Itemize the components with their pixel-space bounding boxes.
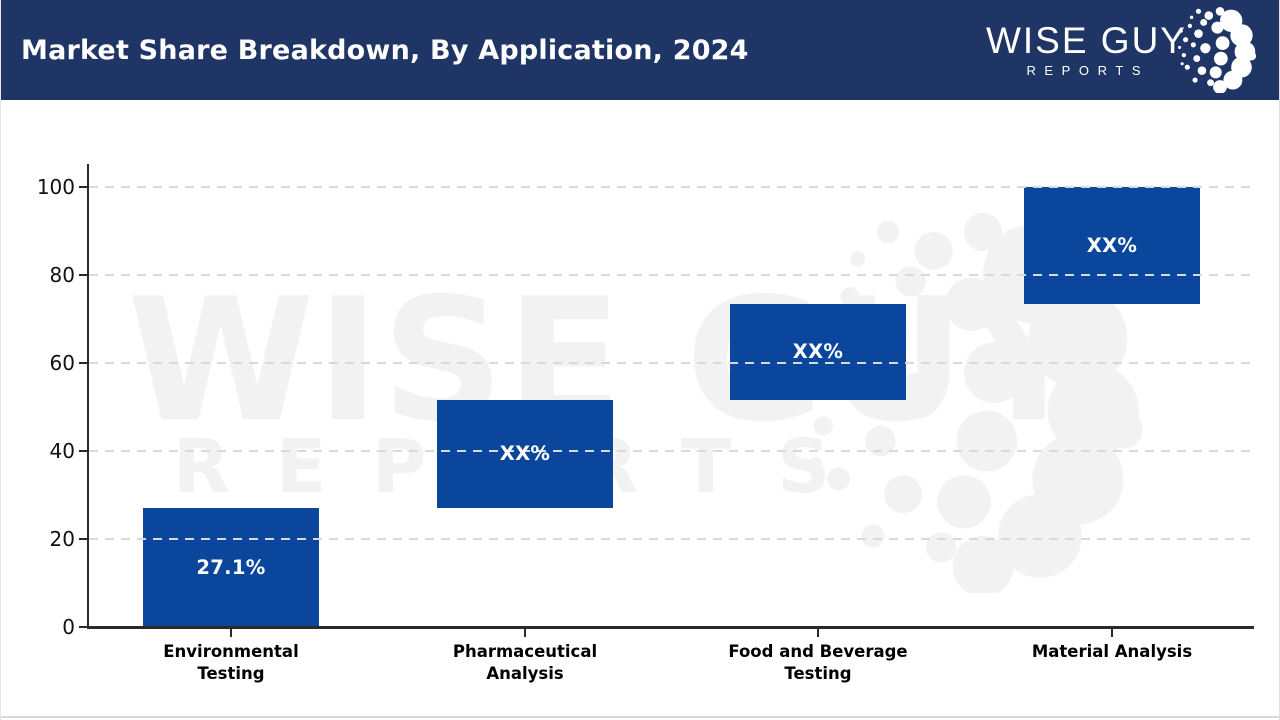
- x-axis-line: [87, 626, 1254, 629]
- x-category-label: Pharmaceutical Analysis: [452, 642, 598, 684]
- logo-text: WISE GUY REPORTS: [986, 22, 1187, 78]
- gridline: [89, 186, 1254, 188]
- y-tick-label: 0: [62, 615, 75, 639]
- y-axis-line: [87, 164, 89, 627]
- y-tick-label: 80: [49, 263, 75, 287]
- y-tick-mark: [79, 450, 87, 452]
- y-tick-label: 100: [36, 175, 75, 199]
- bar-segment: [1024, 187, 1200, 304]
- bar-value-label: XX%: [1086, 233, 1138, 257]
- gridline: [89, 274, 1254, 276]
- y-tick-mark: [79, 626, 87, 628]
- y-tick-label: 20: [49, 527, 75, 551]
- header-bar: Market Share Breakdown, By Application, …: [1, 0, 1279, 100]
- y-tick-label: 60: [49, 351, 75, 375]
- bar-value-label: 27.1%: [196, 555, 266, 579]
- x-category-label: Material Analysis: [1031, 642, 1193, 661]
- y-tick-mark: [79, 274, 87, 276]
- y-tick-mark: [79, 538, 87, 540]
- chart-title: Market Share Breakdown, By Application, …: [21, 34, 749, 66]
- logo-wordmark: WISE GUY: [985, 20, 1187, 61]
- gridline: [89, 362, 1254, 364]
- bar-segment: [437, 399, 613, 508]
- bottom-border: [1, 716, 1279, 718]
- bar-value-label: XX%: [792, 340, 844, 364]
- y-tick-mark: [79, 186, 87, 188]
- y-tick-label: 40: [49, 439, 75, 463]
- gridline: [89, 538, 1254, 540]
- x-tick-mark: [817, 629, 819, 637]
- wise-guy-logo: WISE GUY REPORTS: [986, 7, 1273, 93]
- bar-segment: [143, 507, 319, 627]
- bar-segment: [730, 303, 906, 400]
- x-tick-mark: [230, 629, 232, 637]
- dotted-head-icon: [1178, 7, 1257, 93]
- logo-subtitle: REPORTS: [1026, 63, 1150, 78]
- y-tick-mark: [79, 362, 87, 364]
- x-tick-mark: [1111, 629, 1113, 637]
- bar-value-label: XX%: [499, 442, 551, 466]
- x-category-label: Environmental Testing: [163, 642, 299, 684]
- x-tick-mark: [524, 629, 526, 637]
- gridline: [89, 450, 1254, 452]
- x-category-label: Food and Beverage Testing: [728, 642, 908, 684]
